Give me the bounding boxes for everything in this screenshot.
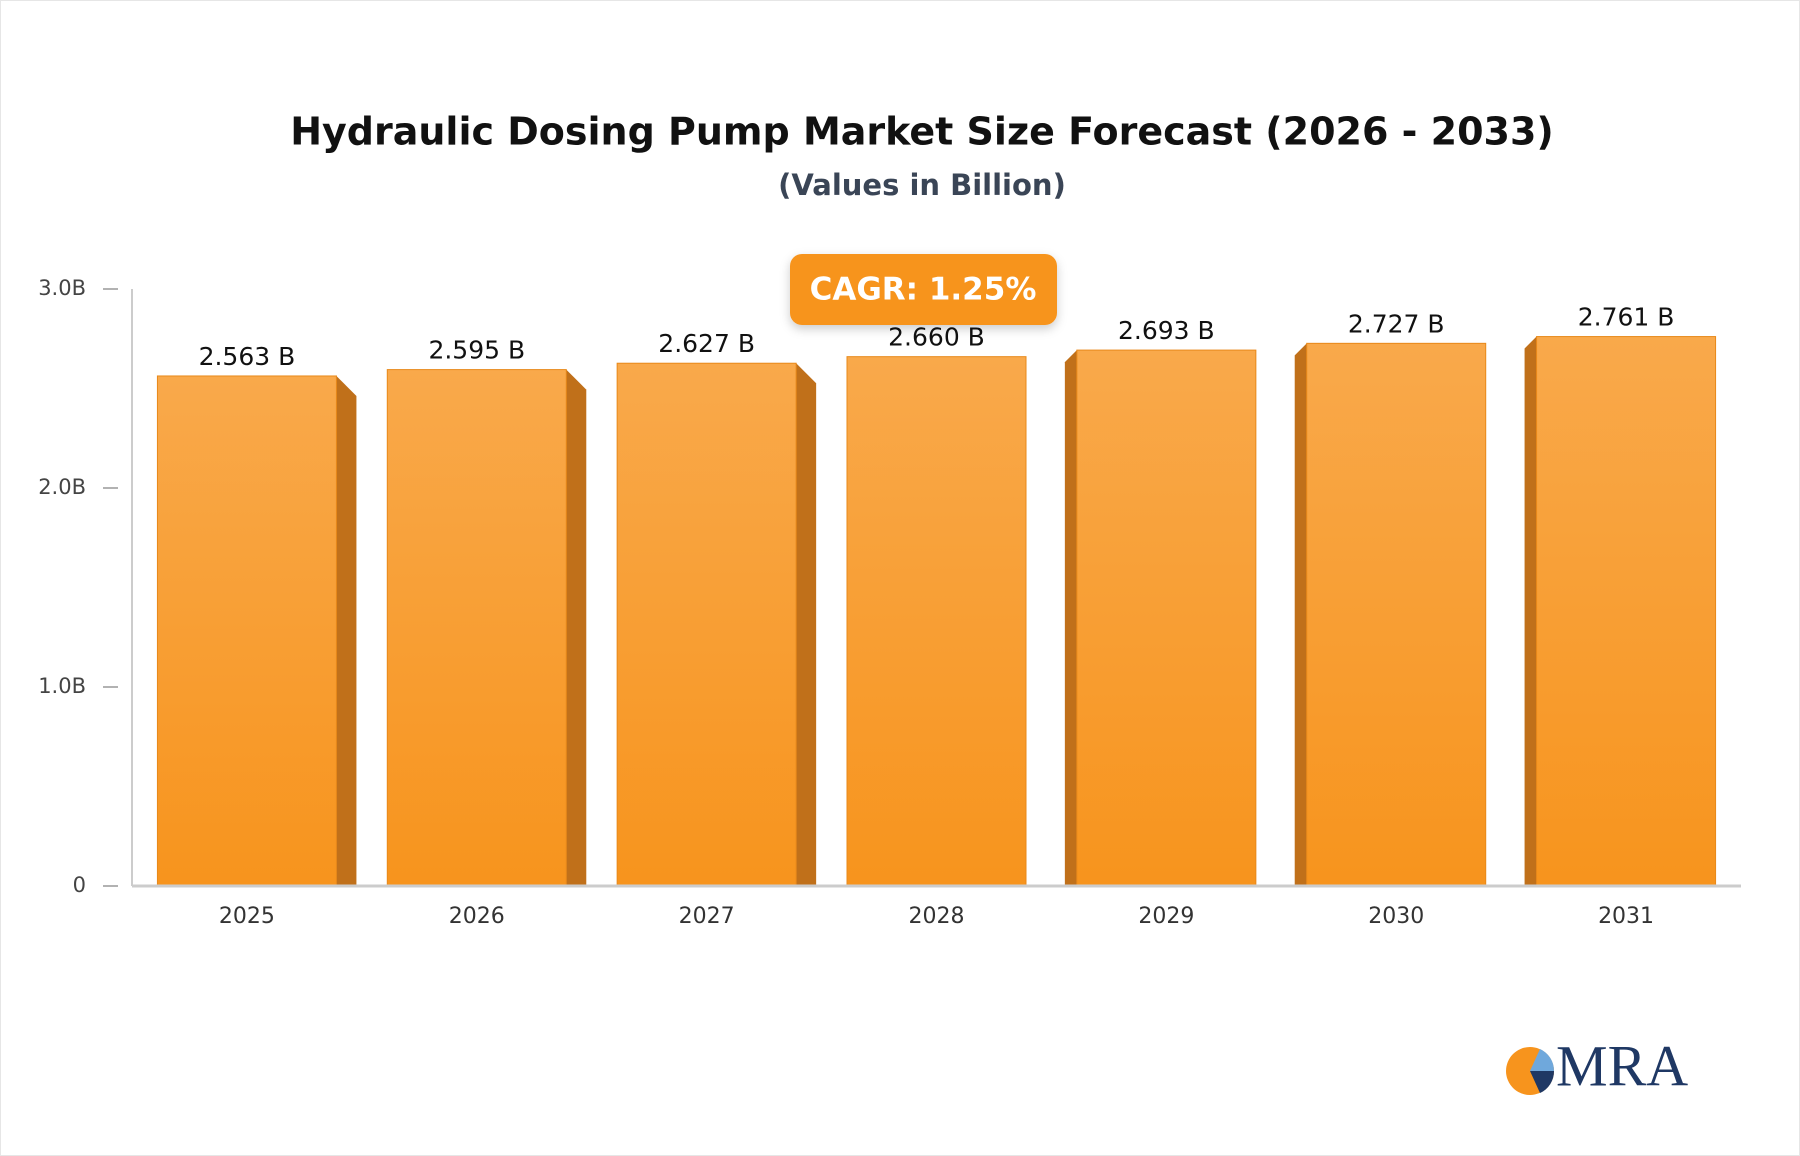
bar-side [336,375,357,886]
cagr-box [790,254,1057,325]
bar [1306,342,1487,887]
chart-title: Hydraulic Dosing Pump Market Size Foreca… [290,110,1554,154]
x-tick-label: 2029 [1138,904,1194,929]
bar [846,356,1027,887]
bar [1536,336,1717,887]
value-label: 2.727 B [1348,309,1445,338]
x-tick-label: 2026 [449,904,505,929]
chart-subtitle: (Values in Billion) [778,168,1066,202]
y-tick-label: 3.0B [38,276,86,300]
value-label: 2.563 B [199,342,296,371]
logo: MRA [1506,1033,1688,1098]
y-tick-label: 0 [73,873,86,897]
x-tick-label: 2031 [1598,904,1654,929]
bar-side [1294,343,1307,886]
bar [1076,349,1257,887]
x-tick-label: 2025 [219,904,275,929]
bar [386,369,567,887]
value-label: 2.595 B [428,336,525,365]
value-label: 2.693 B [1118,316,1215,345]
bar-side [566,369,587,887]
y-tick-label: 1.0B [38,674,86,698]
bar [156,375,337,887]
x-tick-label: 2030 [1368,904,1424,929]
cagr-badge: CAGR: 1.25% [790,254,1057,325]
logo-text: MRA [1556,1033,1688,1098]
cagr-text: CAGR: 1.25% [810,272,1037,308]
value-label: 2.627 B [658,329,755,358]
bar-side [1064,350,1077,886]
x-tick-label: 2027 [679,904,735,929]
value-label: 2.761 B [1578,303,1675,332]
y-tick-label: 2.0B [38,475,86,499]
logo-icon-slice [1530,1049,1555,1071]
bar-side [1524,336,1537,886]
bar-side [796,363,817,886]
logo-icon-slice [1530,1071,1555,1093]
value-label: 2.660 B [888,323,985,352]
x-tick-label: 2028 [909,904,965,929]
bar [616,362,797,887]
